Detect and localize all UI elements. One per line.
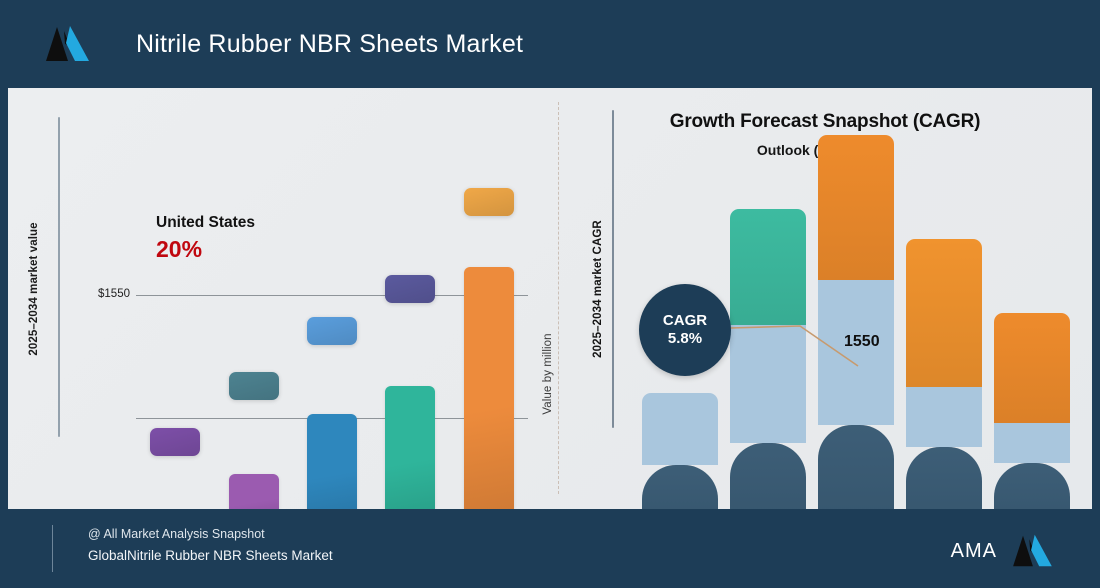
bar-cap-2024 xyxy=(463,187,514,216)
bar-2026 xyxy=(307,208,357,525)
footer-brand-text: AMA xyxy=(950,539,997,562)
right-chart: Growth Forecast Snapshot (CAGR) Outlook … xyxy=(558,88,1092,545)
left-y-axis-label: 2025–2034 market value xyxy=(28,222,40,356)
right-y-axis-line xyxy=(612,110,614,428)
segment-growth-2033 xyxy=(818,135,894,280)
ama-mountain-logo-icon xyxy=(1013,534,1052,567)
bar-cap-2033 xyxy=(150,427,201,456)
bar-cap-2025 xyxy=(385,275,436,304)
segment-mid-2033 xyxy=(818,280,894,425)
bar-2024 xyxy=(463,187,514,525)
panel-divider xyxy=(558,102,559,494)
footer-brand: AMA xyxy=(951,533,1056,569)
data-label-1550: 1550 xyxy=(844,333,880,350)
cagr-connector-line xyxy=(729,325,859,367)
footer-subject: GlobalNitrile Rubber NBR Sheets Market xyxy=(88,548,333,563)
left-chart: 2025–2034 market value Value by million … xyxy=(8,88,558,543)
region-percent: 20% xyxy=(156,236,203,262)
bar-2033 xyxy=(150,208,201,525)
bar-body-2024 xyxy=(463,267,514,525)
footer-divider xyxy=(52,525,53,572)
footer-bar: @ All Market Analysis Snapshot GlobalNit… xyxy=(0,509,1100,588)
bar-body-2026 xyxy=(307,414,357,525)
segment-growth-2031 xyxy=(730,209,806,325)
segment-mid-2029 xyxy=(906,387,982,447)
bar-..... xyxy=(228,208,279,525)
region-name: United States xyxy=(156,214,256,231)
stacked-bar-2027 xyxy=(994,313,1070,525)
stacked-bar-2033 xyxy=(818,135,894,525)
stacked-bar-2025 xyxy=(642,393,718,525)
left-bar-group xyxy=(136,187,528,525)
footer-text-block: @ All Market Analysis Snapshot GlobalNit… xyxy=(88,527,333,563)
footer-source: @ All Market Analysis Snapshot xyxy=(88,527,265,541)
header-bar: Nitrile Rubber NBR Sheets Market xyxy=(0,0,1100,88)
left-y-axis-line xyxy=(58,117,60,437)
stacked-bar-2029 xyxy=(906,239,982,525)
cagr-badge-label: CAGR xyxy=(662,311,708,329)
segment-base-2033 xyxy=(818,425,894,525)
ama-mountain-logo-icon xyxy=(46,26,89,61)
cagr-badge: CAGR 5.8% xyxy=(639,284,731,376)
gridline-upper xyxy=(136,295,528,296)
segment-mid-2031 xyxy=(730,325,806,443)
segment-mid-2025 xyxy=(642,393,718,465)
y-tick-upper: $1550 xyxy=(98,288,130,300)
left-secondary-axis-label: Value by million xyxy=(542,333,554,415)
page-title: Nitrile Rubber NBR Sheets Market xyxy=(136,29,524,58)
segment-growth-2029 xyxy=(906,239,982,387)
bar-body-2025 xyxy=(385,386,436,525)
right-chart-title: Growth Forecast Snapshot (CAGR) xyxy=(669,111,981,132)
cagr-badge-value: 5.8% xyxy=(667,330,703,347)
content-panel: 2025–2034 market value Value by million … xyxy=(8,88,1092,545)
segment-mid-2027 xyxy=(994,423,1070,463)
segment-growth-2027 xyxy=(994,313,1070,423)
bar-cap-..... xyxy=(228,372,279,401)
bar-cap-2026 xyxy=(307,316,357,345)
bar-2025 xyxy=(385,208,436,525)
